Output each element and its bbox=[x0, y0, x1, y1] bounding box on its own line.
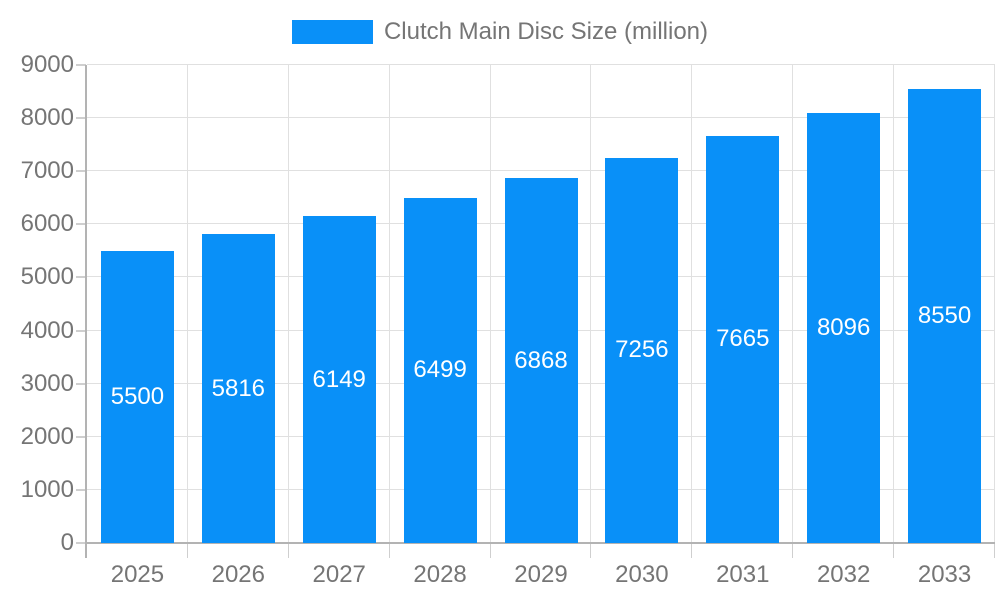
gridline-v bbox=[388, 65, 390, 543]
gridline-v bbox=[489, 65, 491, 543]
y-tick-label: 3000 bbox=[20, 369, 74, 397]
gridline-v bbox=[186, 65, 188, 543]
x-axis-tick bbox=[792, 543, 794, 558]
bar[interactable]: 7665 bbox=[706, 135, 780, 543]
gridline-v bbox=[792, 65, 794, 543]
x-tick-label: 2032 bbox=[816, 561, 871, 588]
bar[interactable]: 6149 bbox=[302, 216, 376, 543]
bar-value-label: 6499 bbox=[413, 356, 467, 384]
x-tick-label: 2026 bbox=[211, 561, 265, 588]
bar[interactable]: 6499 bbox=[403, 197, 477, 543]
bar-value-label: 7665 bbox=[716, 325, 770, 353]
x-tick-label: 2028 bbox=[413, 561, 467, 588]
y-tick-label: 0 bbox=[60, 529, 74, 556]
x-tick-label: 2025 bbox=[110, 561, 165, 588]
y-tick-label: 9000 bbox=[20, 51, 74, 78]
gridline-h bbox=[87, 170, 995, 172]
y-tick-label: 4000 bbox=[20, 316, 74, 344]
y-axis-line bbox=[85, 65, 87, 558]
x-axis-tick bbox=[287, 543, 289, 558]
gridline-v bbox=[691, 65, 693, 543]
bar[interactable]: 5500 bbox=[100, 250, 174, 543]
bar[interactable]: 8096 bbox=[807, 113, 881, 543]
x-axis-tick bbox=[388, 543, 390, 558]
x-tick-label: 2029 bbox=[514, 561, 568, 588]
y-tick-label: 2000 bbox=[20, 422, 74, 450]
legend-swatch-icon bbox=[291, 20, 373, 44]
bar-value-label: 5500 bbox=[110, 382, 165, 410]
bar-value-label: 5816 bbox=[211, 374, 266, 402]
legend-label: Clutch Main Disc Size (million) bbox=[383, 18, 709, 45]
x-tick-label: 2027 bbox=[312, 561, 366, 588]
bar[interactable]: 5816 bbox=[201, 234, 275, 543]
x-axis-tick bbox=[893, 543, 895, 558]
gridline-v bbox=[994, 65, 995, 543]
gridline-h bbox=[87, 117, 995, 119]
y-tick-label: 6000 bbox=[20, 210, 74, 238]
x-tick-label: 2031 bbox=[716, 561, 770, 588]
x-tick-label: 2030 bbox=[615, 561, 669, 588]
bar[interactable]: 7256 bbox=[605, 157, 679, 543]
y-axis-tick bbox=[76, 276, 86, 279]
y-axis-tick bbox=[76, 64, 86, 66]
y-tick-label: 8000 bbox=[20, 104, 74, 132]
x-axis-tick bbox=[489, 543, 491, 558]
y-axis-tick bbox=[76, 170, 86, 173]
y-tick-label: 1000 bbox=[20, 475, 74, 503]
x-tick-label: 2033 bbox=[917, 561, 972, 588]
bar[interactable]: 6868 bbox=[504, 178, 578, 543]
gridline-v bbox=[893, 65, 895, 543]
bar[interactable]: 8550 bbox=[908, 88, 982, 543]
y-axis-tick bbox=[76, 435, 86, 438]
x-axis-line bbox=[87, 542, 995, 544]
x-axis-tick bbox=[590, 543, 592, 558]
y-axis-tick bbox=[76, 329, 86, 332]
legend: Clutch Main Disc Size (million) bbox=[0, 18, 1000, 46]
x-axis-tick bbox=[186, 543, 188, 558]
gridline-h bbox=[87, 64, 995, 65]
bar-value-label: 7256 bbox=[615, 336, 669, 364]
y-axis-tick bbox=[76, 542, 86, 544]
y-axis-tick bbox=[76, 223, 86, 226]
y-tick-label: 5000 bbox=[20, 263, 74, 291]
y-tick-label: 7000 bbox=[20, 157, 74, 185]
bar-value-label: 6149 bbox=[312, 365, 366, 393]
legend-item[interactable]: Clutch Main Disc Size (million) bbox=[291, 18, 709, 46]
x-axis-tick bbox=[994, 543, 995, 558]
bar-value-label: 8550 bbox=[917, 301, 972, 329]
x-axis-tick bbox=[691, 543, 693, 558]
y-axis-tick bbox=[76, 117, 86, 120]
bar-value-label: 8096 bbox=[816, 313, 871, 341]
bar-value-label: 6868 bbox=[514, 346, 568, 374]
y-axis-tick bbox=[76, 488, 86, 491]
gridline-v bbox=[590, 65, 592, 543]
y-axis-tick bbox=[76, 382, 86, 385]
gridline-v bbox=[287, 65, 289, 543]
